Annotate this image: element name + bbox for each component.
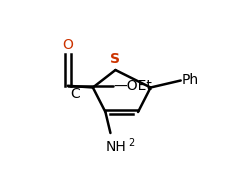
- Text: —OEt: —OEt: [112, 79, 151, 93]
- Text: NH: NH: [105, 140, 126, 154]
- Text: Ph: Ph: [181, 73, 198, 87]
- Text: C: C: [70, 88, 80, 102]
- Text: 2: 2: [128, 138, 134, 148]
- Text: O: O: [62, 38, 73, 52]
- Text: S: S: [110, 52, 120, 66]
